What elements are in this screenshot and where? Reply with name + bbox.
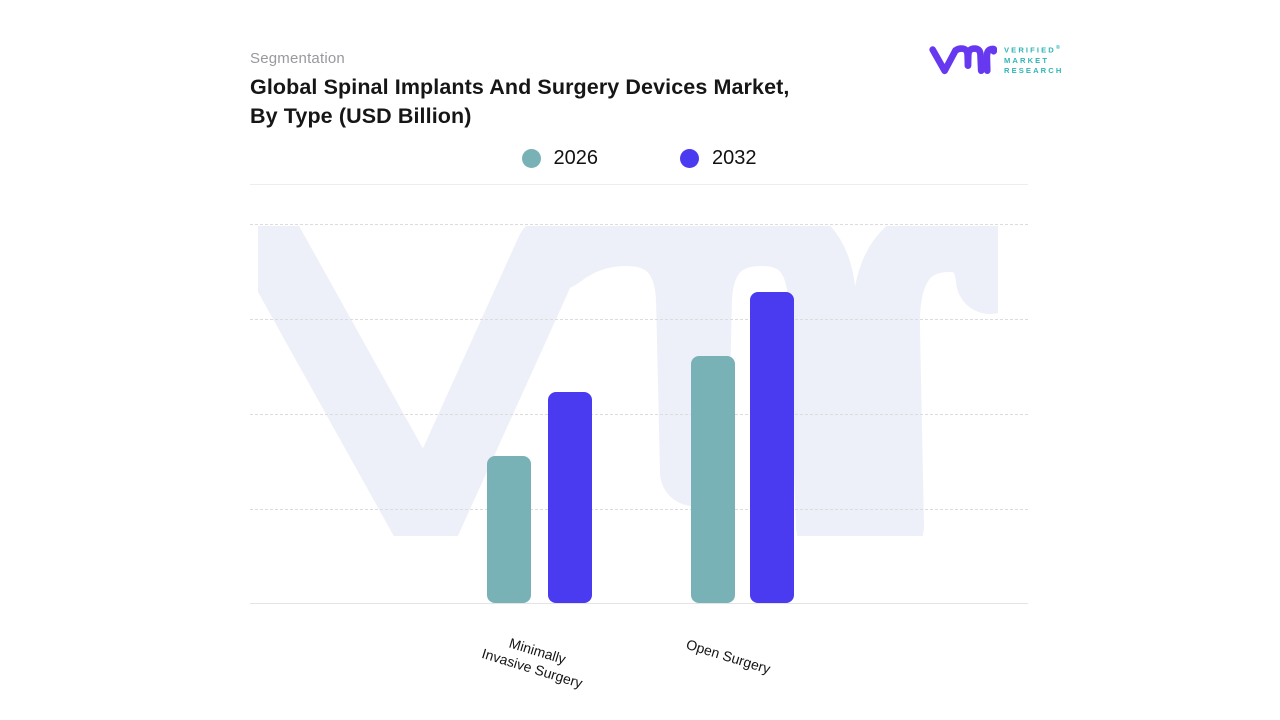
- legend-item-2032: 2032: [680, 147, 757, 170]
- legend-item-2026: 2026: [521, 147, 599, 170]
- gridline-1: [250, 509, 1028, 510]
- legend-label-2032: 2032: [712, 147, 757, 169]
- bar-minimally-invasive-2026: [487, 456, 531, 603]
- vmr-logo-text: VERIFIED® MARKET RESEARCH: [1004, 45, 1064, 76]
- legend-label-2026: 2026: [553, 147, 599, 169]
- bar-open-surgery-2026: [691, 356, 735, 603]
- vmr-logo: VERIFIED® MARKET RESEARCH: [929, 43, 1063, 77]
- chart-title: Global Spinal Implants And Surgery Devic…: [250, 75, 790, 128]
- x-tick-label-minimally-invasive-surgery: Minimally Invasive Surgery: [480, 634, 585, 691]
- vmr-monogram-icon: [929, 45, 997, 75]
- legend-dot-2032: [680, 149, 699, 168]
- gridline-2: [250, 414, 1028, 415]
- bar-minimally-invasive-2032: [548, 392, 592, 603]
- x-tick-label-open-surgery: Open Surgery: [684, 636, 773, 677]
- gridline-3: [250, 319, 1028, 320]
- bar-chart-plot-area: [250, 224, 1028, 604]
- bar-open-surgery-2032: [750, 292, 794, 603]
- x-axis-line: [250, 603, 1028, 604]
- gridline-4: [250, 224, 1028, 225]
- legend: 2026 2032: [250, 147, 1028, 170]
- legend-dot-2026: [521, 149, 541, 168]
- legend-divider: [250, 184, 1028, 185]
- segmentation-eyebrow: Segmentation: [250, 50, 345, 67]
- registered-mark: ®: [1055, 45, 1060, 52]
- vmr-watermark-icon: [258, 226, 998, 536]
